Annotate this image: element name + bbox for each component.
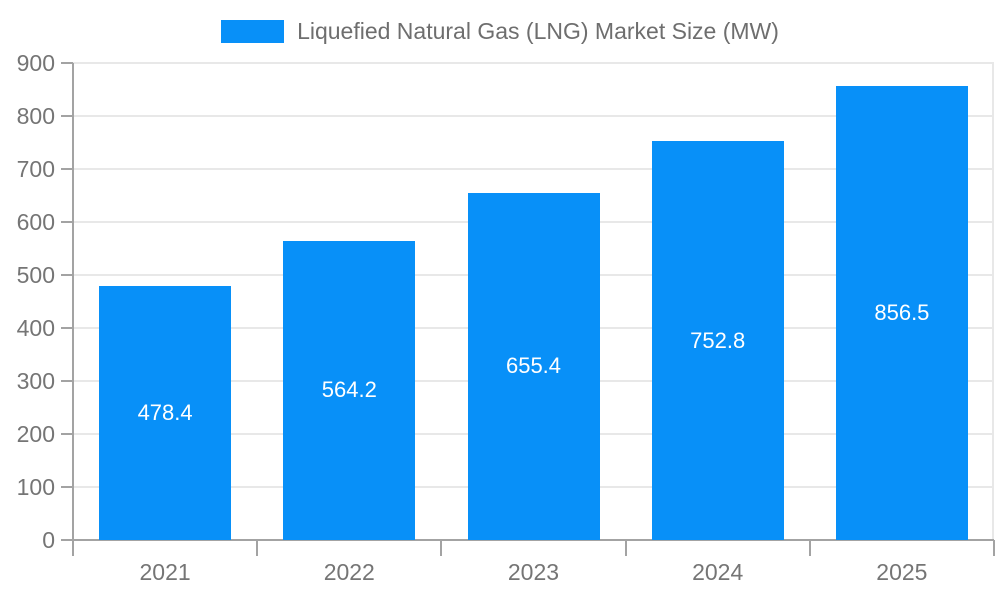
y-axis-tick: [61, 539, 73, 541]
x-axis-tick: [625, 540, 627, 556]
x-axis-tick: [993, 540, 995, 556]
x-axis-tick: [256, 540, 258, 556]
y-axis-label: 500: [16, 262, 55, 288]
bar-2023[interactable]: [467, 192, 600, 540]
y-axis-line: [72, 63, 74, 540]
x-axis-tick: [440, 540, 442, 556]
y-axis-tick: [61, 62, 73, 64]
y-axis-tick: [61, 380, 73, 382]
y-axis-label: 800: [16, 103, 55, 129]
y-axis-tick: [61, 115, 73, 117]
x-axis-line: [73, 539, 994, 541]
x-axis-tick: [809, 540, 811, 556]
legend-item[interactable]: Liquefied Natural Gas (LNG) Market Size …: [0, 17, 1000, 45]
y-axis-tick: [61, 274, 73, 276]
bar-2021[interactable]: [99, 286, 232, 540]
x-axis-label: 2022: [323, 559, 375, 585]
x-axis-label: 2021: [139, 559, 191, 585]
x-axis-label: 2024: [692, 559, 744, 585]
x-axis-tick: [72, 540, 74, 556]
plot-right-border: [992, 63, 994, 540]
y-axis-tick: [61, 433, 73, 435]
plot-area: 0 100 200 300 400 500 600 700 800 900 478.4 2021 564…: [17, 50, 995, 585]
bar-2024[interactable]: [651, 141, 784, 540]
y-axis-tick: [61, 221, 73, 223]
legend-label: Liquefied Natural Gas (LNG) Market Size …: [297, 17, 779, 44]
gridline-900: [73, 62, 994, 64]
y-axis-label: 100: [16, 474, 55, 500]
x-axis-label: 2025: [876, 559, 928, 585]
x-axis-label: 2023: [507, 559, 560, 585]
bar-2025[interactable]: [835, 86, 968, 540]
legend-swatch: [221, 19, 285, 43]
y-axis-tick: [61, 486, 73, 488]
gridline-700: [73, 168, 994, 170]
y-axis-label: 0: [42, 527, 55, 553]
y-axis-tick: [61, 168, 73, 170]
y-axis-label: 900: [16, 50, 55, 76]
y-axis-label: 400: [16, 315, 55, 341]
y-axis-tick: [61, 327, 73, 329]
y-axis-label: 600: [16, 209, 55, 235]
gridline-800: [73, 115, 994, 117]
y-axis-label: 300: [16, 368, 55, 394]
y-axis-label: 700: [16, 156, 55, 182]
y-axis-label: 200: [16, 421, 55, 447]
bar-2022[interactable]: [283, 240, 416, 540]
